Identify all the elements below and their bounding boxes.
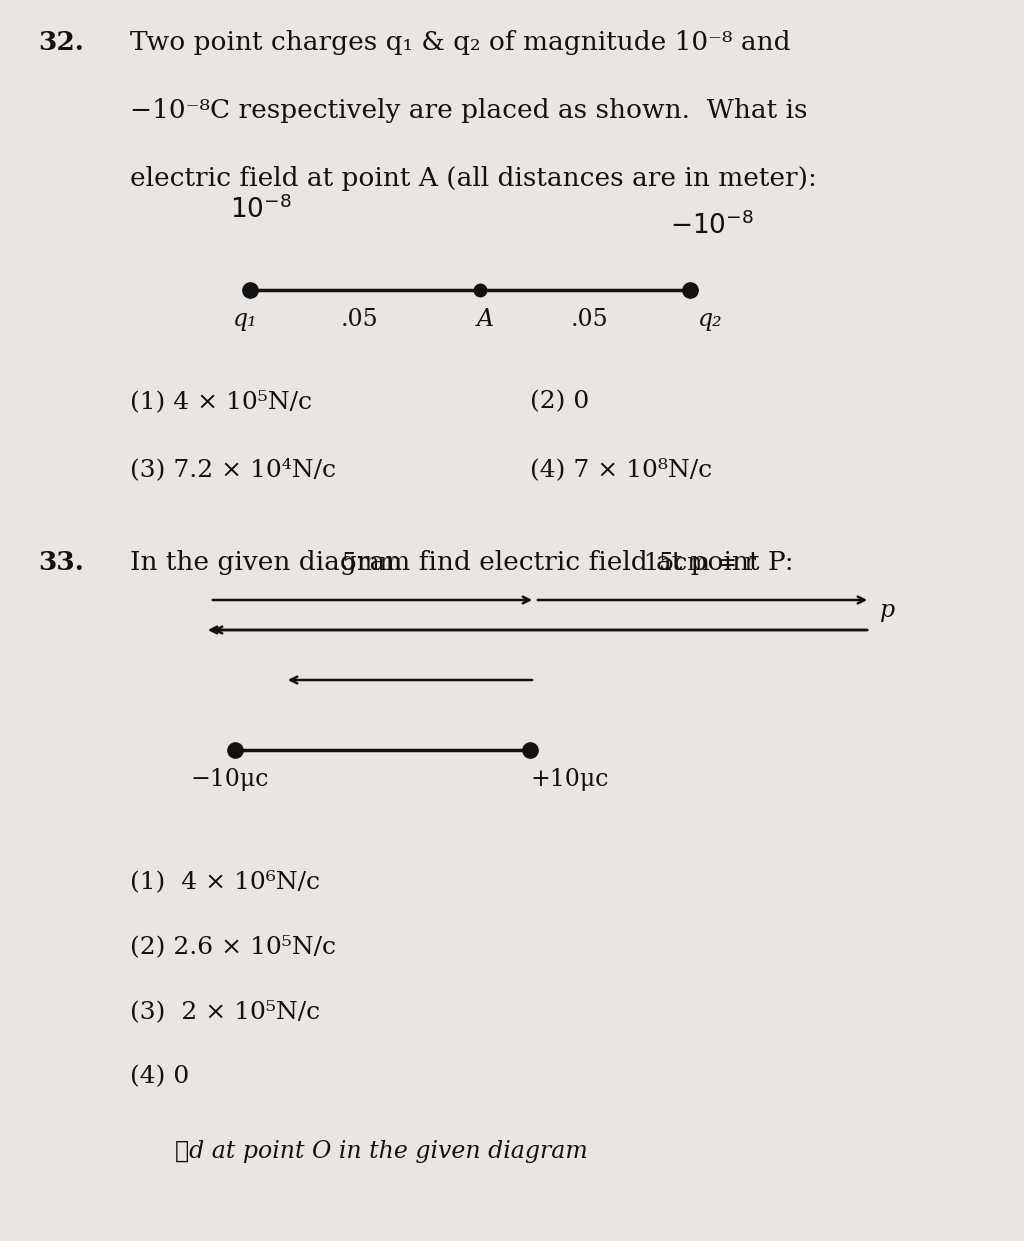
Text: +10μc: +10μc — [530, 768, 609, 791]
Text: q₁: q₁ — [232, 308, 257, 331]
Text: $-10^{-8}$: $-10^{-8}$ — [670, 210, 754, 238]
Text: ℓd at point O in the given diagram: ℓd at point O in the given diagram — [130, 1140, 588, 1163]
Text: −10⁻⁸C respectively are placed as shown.  What is: −10⁻⁸C respectively are placed as shown.… — [130, 98, 808, 123]
Text: (2) 2.6 × 10⁵N/c: (2) 2.6 × 10⁵N/c — [130, 934, 336, 958]
Text: (3)  2 × 10⁵N/c: (3) 2 × 10⁵N/c — [130, 1000, 321, 1023]
Text: 33.: 33. — [38, 550, 84, 575]
Text: A: A — [476, 308, 494, 331]
Text: (4) 7 × 10⁸N/c: (4) 7 × 10⁸N/c — [530, 458, 712, 482]
Text: −10μc: −10μc — [190, 768, 269, 791]
Text: (1)  4 × 10⁶N/c: (1) 4 × 10⁶N/c — [130, 870, 319, 894]
Text: (4) 0: (4) 0 — [130, 1065, 189, 1088]
Text: (2) 0: (2) 0 — [530, 390, 589, 413]
Text: .05: .05 — [571, 308, 609, 331]
Text: electric field at point A (all distances are in meter):: electric field at point A (all distances… — [130, 166, 817, 191]
Text: 15cm = r: 15cm = r — [644, 552, 756, 575]
Text: q₂: q₂ — [697, 308, 722, 331]
Text: (1) 4 × 10⁵N/c: (1) 4 × 10⁵N/c — [130, 390, 312, 413]
Text: p: p — [880, 598, 895, 622]
Text: In the given diagram find electric field at point P:: In the given diagram find electric field… — [130, 550, 794, 575]
Text: .05: .05 — [341, 308, 379, 331]
Text: (3) 7.2 × 10⁴N/c: (3) 7.2 × 10⁴N/c — [130, 458, 336, 482]
Text: $10^{-8}$: $10^{-8}$ — [230, 195, 292, 223]
Text: Two point charges q₁ & q₂ of magnitude 10⁻⁸ and: Two point charges q₁ & q₂ of magnitude 1… — [130, 30, 791, 55]
Text: 5mm: 5mm — [342, 552, 402, 575]
Text: 32.: 32. — [38, 30, 84, 55]
